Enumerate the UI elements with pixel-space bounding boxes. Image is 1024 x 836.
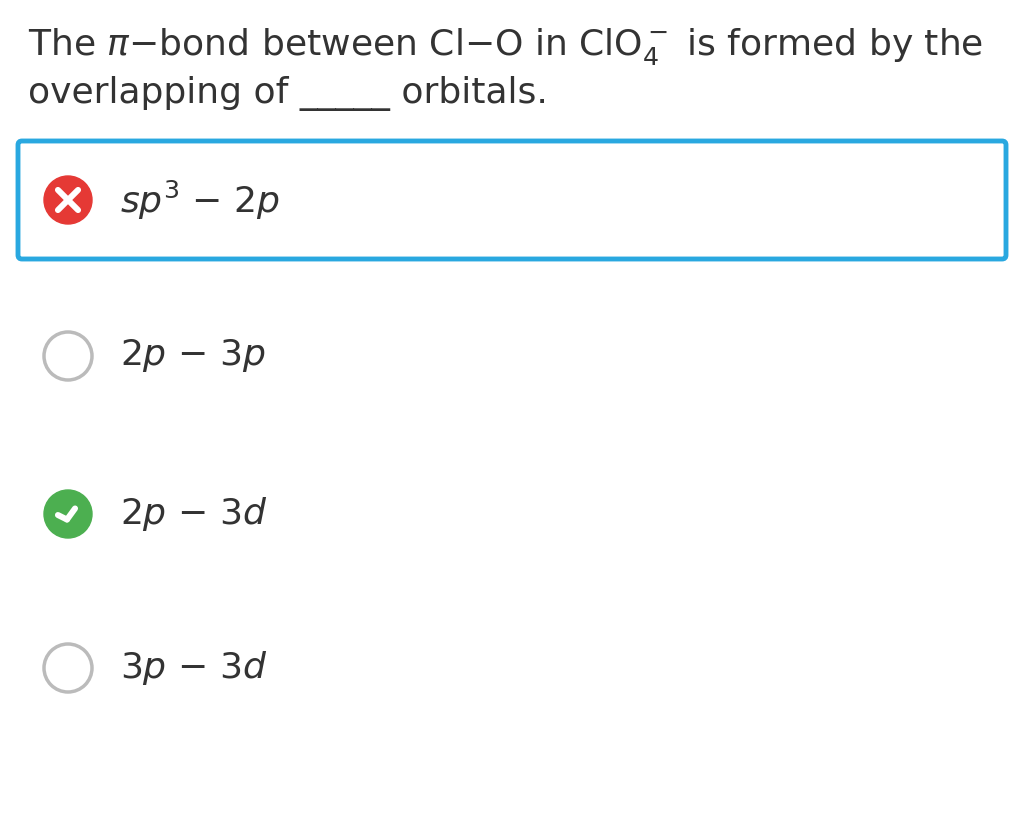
FancyBboxPatch shape	[18, 141, 1006, 259]
Text: overlapping of _____ orbitals.: overlapping of _____ orbitals.	[28, 76, 548, 111]
Text: 2$p$ − 3$d$: 2$p$ − 3$d$	[120, 495, 267, 533]
Text: 3$p$ − 3$d$: 3$p$ − 3$d$	[120, 649, 267, 687]
Text: The $\pi$−bond between Cl−O in ClO$_4^-$ is formed by the: The $\pi$−bond between Cl−O in ClO$_4^-$…	[28, 26, 983, 67]
Circle shape	[44, 490, 92, 538]
Text: 2$p$ − 3$p$: 2$p$ − 3$p$	[120, 338, 265, 375]
Circle shape	[44, 176, 92, 224]
Text: $sp^3$ − 2$p$: $sp^3$ − 2$p$	[120, 178, 280, 222]
